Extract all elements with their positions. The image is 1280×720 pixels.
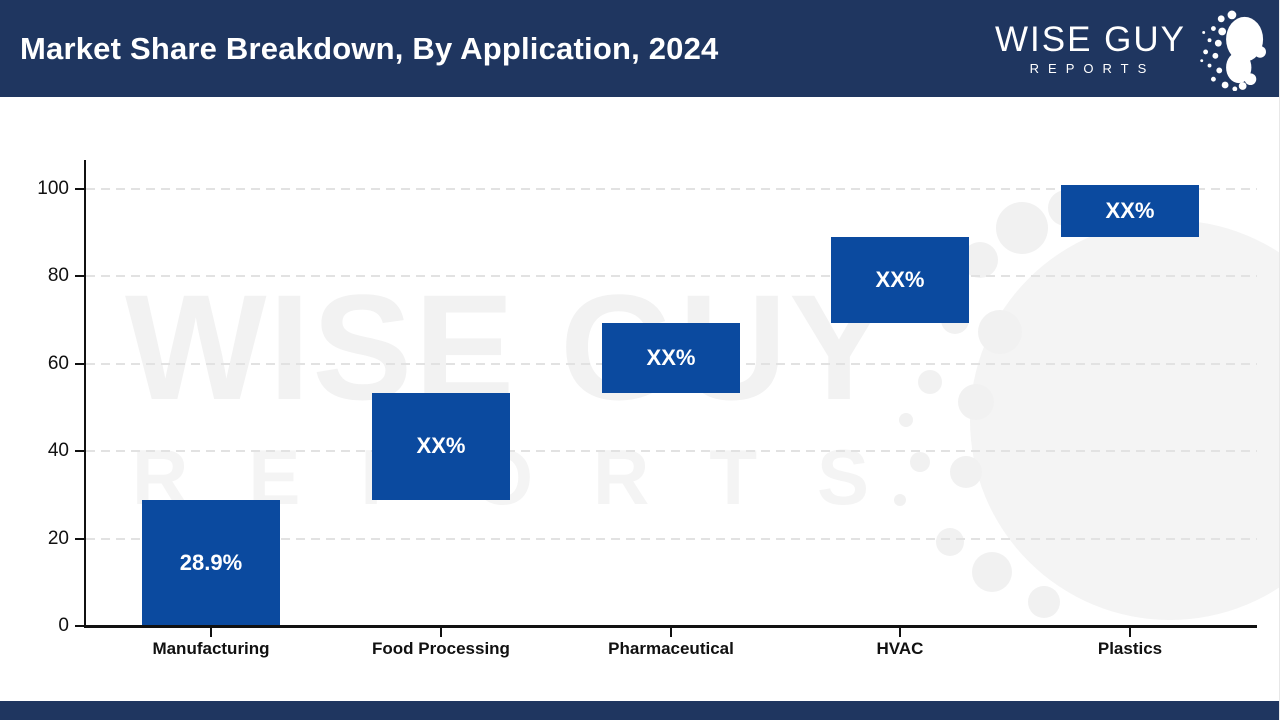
category-label-hvac: HVAC xyxy=(876,639,924,658)
bar-value-label: 28.9% xyxy=(179,549,243,575)
bar-plastics: XX% xyxy=(1061,185,1199,238)
header-banner: Market Share Breakdown, By Application, … xyxy=(0,0,1279,97)
y-tick-80 xyxy=(75,275,84,277)
y-tick-label-60: 60 xyxy=(47,352,69,374)
y-tick-label-40: 40 xyxy=(47,440,69,461)
y-axis-line xyxy=(84,160,86,628)
brand-head-icon xyxy=(1200,10,1266,91)
brand-logo-text: WISE GUY REPORTS xyxy=(995,22,1186,76)
gridline-40 xyxy=(86,450,1257,452)
y-tick-label-0: 0 xyxy=(58,615,69,636)
y-tick-label-20: 20 xyxy=(47,527,69,549)
gridline-80 xyxy=(86,275,1257,277)
y-tick-40 xyxy=(75,450,84,452)
bar-value-label: XX% xyxy=(1105,198,1155,224)
bar-value-label: XX% xyxy=(416,433,466,459)
bar-value-label: XX% xyxy=(646,344,696,370)
y-tick-label-100: 100 xyxy=(37,177,69,199)
category-label-food-processing: Food Processing xyxy=(372,639,510,658)
x-tick-hvac xyxy=(899,628,901,637)
y-tick-60 xyxy=(75,362,84,365)
bar-hvac: XX% xyxy=(831,237,969,323)
x-tick-manufacturing xyxy=(210,628,212,637)
x-axis-line xyxy=(85,625,1257,628)
bar-pharmaceutical: XX% xyxy=(602,322,740,393)
bar-food-processing: XX% xyxy=(372,392,510,500)
y-tick-20 xyxy=(75,537,84,540)
gridline-100 xyxy=(86,187,1257,190)
brand-name: WISE GUY xyxy=(994,20,1186,59)
y-tick-label-80: 80 xyxy=(47,265,69,286)
category-label-pharmaceutical: Pharmaceutical xyxy=(608,639,734,658)
page-title: Market Share Breakdown, By Application, … xyxy=(20,30,719,66)
footer-banner xyxy=(0,701,1279,720)
bar-manufacturing: 28.9% xyxy=(142,499,280,626)
brand-logo: WISE GUY REPORTS xyxy=(995,6,1266,92)
category-label-manufacturing: Manufacturing xyxy=(152,639,270,658)
brand-subtitle: REPORTS xyxy=(1029,61,1156,76)
x-tick-pharmaceutical xyxy=(670,628,672,637)
category-label-plastics: Plastics xyxy=(1097,639,1163,658)
bar-value-label: XX% xyxy=(875,266,925,292)
y-tick-100 xyxy=(75,187,84,190)
x-tick-food-processing xyxy=(440,628,442,637)
y-tick-0 xyxy=(75,625,84,627)
gridline-20 xyxy=(86,537,1257,540)
x-tick-plastics xyxy=(1129,628,1131,637)
